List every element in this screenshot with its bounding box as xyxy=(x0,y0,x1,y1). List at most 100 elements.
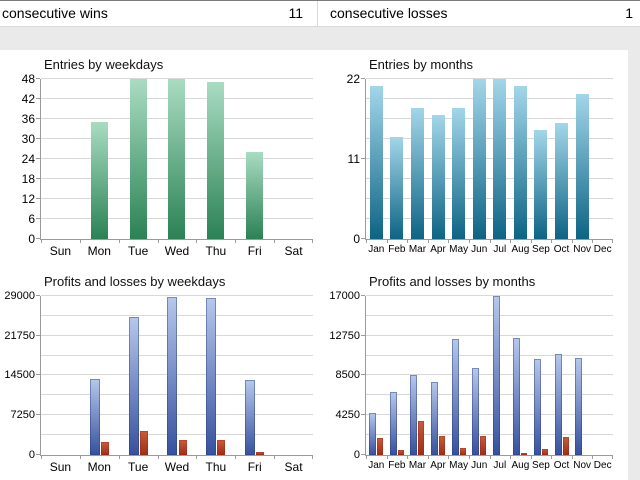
bar-profit-apr xyxy=(431,382,438,455)
y-axis-label: 4250 xyxy=(335,409,360,421)
bar-value-jun xyxy=(473,79,486,239)
gridline xyxy=(41,355,313,356)
y-axis-label: 8500 xyxy=(335,369,360,381)
gridline xyxy=(41,315,313,316)
x-tick xyxy=(592,239,593,243)
x-tick xyxy=(531,455,532,459)
y-axis-label: 0 xyxy=(353,449,360,461)
x-axis-label-apr: Apr xyxy=(430,460,446,471)
gridline xyxy=(366,138,613,139)
bar-loss-wed xyxy=(179,440,187,455)
x-tick xyxy=(551,455,552,459)
bar-value-jul xyxy=(493,79,506,239)
y-axis-label: 7250 xyxy=(10,409,35,421)
y-axis-label: 24 xyxy=(21,152,35,166)
gridline xyxy=(366,434,613,435)
bar-profit-mon xyxy=(90,379,100,455)
y-tick xyxy=(36,218,40,219)
x-tick xyxy=(41,239,42,243)
x-axis-label-jul: Jul xyxy=(493,460,507,471)
bar-loss-apr xyxy=(439,436,445,455)
chart-title: Entries by months xyxy=(369,57,474,72)
x-axis-label-jan: Jan xyxy=(368,460,385,471)
y-axis-label: 29000 xyxy=(4,290,35,302)
y-axis-label: 14500 xyxy=(4,369,35,381)
bar-loss-fri xyxy=(256,452,264,455)
bar-value-may xyxy=(452,108,465,239)
y-tick xyxy=(36,454,40,455)
bar-loss-thu xyxy=(217,440,225,455)
x-axis-label-feb: Feb xyxy=(388,460,406,471)
bar-profit-jul xyxy=(493,296,500,455)
x-axis-label-sun: Sun xyxy=(49,460,72,474)
bar-loss-jun xyxy=(480,436,486,455)
x-axis-label-wed: Wed xyxy=(164,244,190,258)
y-axis-label: 0 xyxy=(28,449,35,461)
y-axis-label: 12750 xyxy=(329,330,360,342)
x-axis-label-fri: Fri xyxy=(247,244,262,258)
consecutive-losses-label: consecutive losses xyxy=(330,5,448,21)
x-axis-label-sep: Sep xyxy=(532,460,550,471)
bar-profit-mar xyxy=(410,375,417,455)
y-axis-label: 18 xyxy=(21,172,35,186)
y-tick xyxy=(36,118,40,119)
bar-profit-fri xyxy=(245,380,255,455)
gridline xyxy=(366,374,613,375)
bar-value-mar xyxy=(411,108,424,239)
y-tick xyxy=(36,414,40,415)
y-axis-label: 48 xyxy=(21,72,35,86)
x-tick xyxy=(196,239,197,243)
plot-area: 0 7250 14500 21750 29000 Sun Mon Tue Wed Thu Fri Sa… xyxy=(4,290,313,474)
gridline xyxy=(366,335,613,336)
gridline xyxy=(366,295,613,296)
y-tick xyxy=(36,138,40,139)
x-tick xyxy=(235,239,236,243)
gridline xyxy=(366,355,613,356)
gridline xyxy=(41,335,313,336)
gridline xyxy=(41,414,313,415)
consecutive-wins-label: consecutive wins xyxy=(2,5,108,21)
y-axis-label: 0 xyxy=(353,232,360,246)
x-axis-label-thu: Thu xyxy=(205,244,227,258)
bar-profit-sep xyxy=(534,359,541,455)
bar-profit-may xyxy=(452,339,459,455)
bar-profit-feb xyxy=(390,392,397,455)
gridline xyxy=(366,178,613,179)
y-axis-label: 12 xyxy=(21,192,35,206)
x-axis-label-oct: Oct xyxy=(553,244,570,255)
x-tick xyxy=(592,455,593,459)
x-tick xyxy=(469,239,470,243)
x-axis-label-apr: Apr xyxy=(430,244,446,255)
y-tick xyxy=(361,374,365,375)
y-axis-label: 42 xyxy=(21,92,35,106)
gridline xyxy=(41,78,313,79)
x-tick xyxy=(612,455,613,459)
x-tick xyxy=(448,239,449,243)
bar-loss-mar xyxy=(418,421,424,455)
x-axis-label-mon: Mon xyxy=(87,244,111,258)
bar-loss-may xyxy=(460,448,466,455)
x-axis-label-aug: Aug xyxy=(511,244,530,255)
bar-loss-tue xyxy=(140,431,148,455)
bar-value-oct xyxy=(555,123,568,239)
x-tick xyxy=(387,455,388,459)
x-tick xyxy=(469,455,470,459)
x-tick xyxy=(235,455,236,459)
x-tick xyxy=(448,455,449,459)
plot-area: 0 6 12 18 24 30 36 42 48 Sun Mon Tue Wed Thu Fri Sat xyxy=(22,72,313,258)
bar-value-wed xyxy=(168,79,185,239)
y-axis-label: 36 xyxy=(21,112,35,126)
y-axis-label: 22 xyxy=(346,72,360,86)
x-tick xyxy=(312,455,313,459)
plot-area: 0 4250 8500 12750 17000 Jan Feb Mar Apr May Jun Jul… xyxy=(329,290,613,471)
chart-profits-losses-by-weekdays: Profits and losses by weekdays 0 7250 1450… xyxy=(4,274,313,474)
bar-profit-jan xyxy=(369,413,376,455)
y-tick xyxy=(361,414,365,415)
x-axis-label-tue: Tue xyxy=(128,460,149,474)
bar-value-nov xyxy=(576,94,589,239)
bar-profit-thu xyxy=(206,298,216,455)
bar-loss-jan xyxy=(377,438,383,455)
y-tick xyxy=(36,78,40,79)
gridline xyxy=(41,434,313,435)
x-axis-label-sat: Sat xyxy=(284,460,303,474)
